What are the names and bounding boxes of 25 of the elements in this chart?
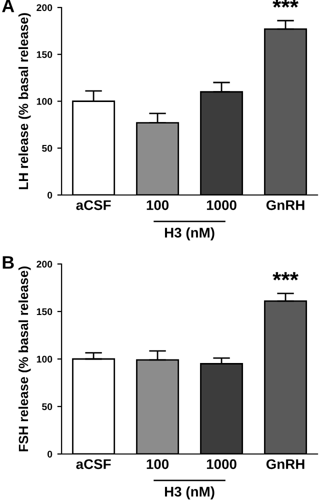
x-tick-label: aCSF [76, 459, 111, 470]
y-tick-label: 50 [42, 144, 52, 152]
text: H3 (nM) [165, 486, 214, 500]
y-tick-label: 150 [36, 51, 52, 58]
x-tick-label: GnRH [266, 459, 304, 470]
y-tick-label: 100 [36, 356, 52, 363]
text: H3 (nM) [165, 227, 214, 240]
x-tick-label: 100 [146, 200, 169, 210]
chart-title: A [2, 0, 14, 12]
y-axis-title: LH release (% basal release) [18, 13, 31, 190]
y-tick-label: 150 [36, 308, 52, 316]
chart-title: B [2, 256, 14, 269]
x-tick-label: 1000 [206, 200, 236, 210]
y-tick-label: 0 [48, 192, 52, 199]
y-axis-title: FSH release (% basal release) [18, 266, 31, 452]
y-tick-label: 200 [36, 260, 52, 268]
x-tick-label: 1000 [206, 459, 236, 470]
x-tick-label: aCSF [76, 200, 111, 210]
y-tick-label: 0 [48, 450, 52, 458]
annotation: *** [272, 272, 298, 280]
y-tick-label: 50 [42, 403, 52, 410]
x-tick-label: GnRH [266, 200, 304, 210]
y-tick-label: 100 [36, 98, 52, 105]
x-tick-label: 100 [146, 459, 169, 470]
y-tick-label: 200 [36, 4, 52, 12]
